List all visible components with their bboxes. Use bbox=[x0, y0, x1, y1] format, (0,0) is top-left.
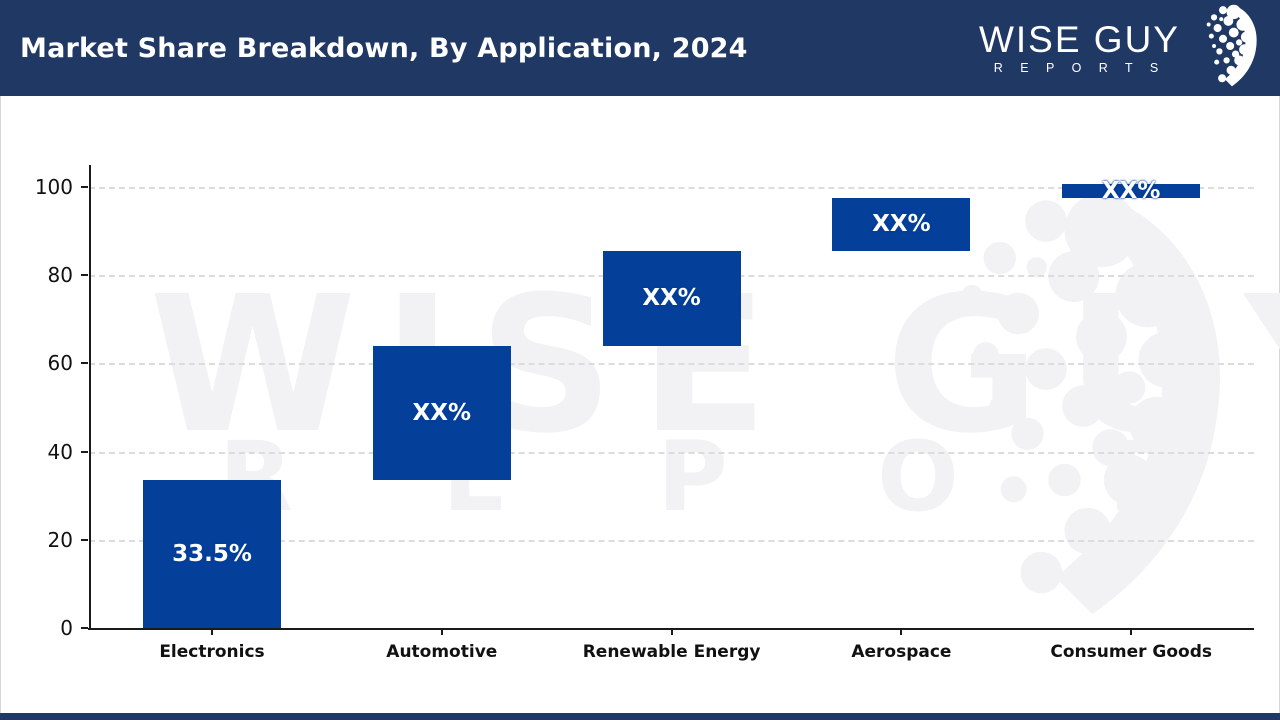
y-tick-80 bbox=[81, 274, 88, 277]
chart-area: WISE GUY R E P O R T S 33.5%XX%XX%XX%XX%… bbox=[0, 96, 1280, 714]
bar-aerospace bbox=[832, 198, 971, 251]
gridline-20 bbox=[89, 539, 1254, 542]
header-band: Market Share Breakdown, By Application, … bbox=[0, 0, 1280, 96]
bar-label-renewable-energy: XX% bbox=[642, 285, 701, 312]
x-tick-3 bbox=[900, 628, 903, 635]
y-tick-0 bbox=[81, 627, 88, 629]
bar-consumer-goods bbox=[1062, 184, 1201, 199]
x-tick-1 bbox=[440, 628, 443, 635]
x-tick-0 bbox=[211, 628, 213, 635]
gridline-40 bbox=[89, 451, 1254, 454]
x-tick-label-1: Automotive bbox=[386, 642, 498, 662]
bar-label-consumer-goods: XX% bbox=[1101, 178, 1161, 205]
bar-label-automotive: XX% bbox=[412, 400, 472, 426]
footer-band bbox=[0, 713, 1280, 720]
x-tick-4 bbox=[1130, 628, 1133, 635]
y-tick-40 bbox=[81, 450, 88, 453]
bar-renewable-energy bbox=[602, 250, 741, 346]
x-tick-2 bbox=[670, 628, 673, 635]
x-tick-label-4: Consumer Goods bbox=[1050, 642, 1212, 662]
y-tick-100 bbox=[81, 186, 88, 188]
bar-electronics bbox=[143, 480, 281, 628]
y-tick-label-40: 40 bbox=[47, 439, 73, 464]
wiseguy-logo: WISE GUY R E P O R T S bbox=[979, 3, 1260, 93]
y-tick-label-100: 100 bbox=[34, 175, 73, 199]
y-tick-label-80: 80 bbox=[47, 263, 73, 288]
logo-wordmark: WISE GUY bbox=[978, 19, 1180, 61]
page-title: Market Share Breakdown, By Application, … bbox=[20, 32, 748, 64]
y-tick-label-0: 0 bbox=[60, 616, 73, 640]
x-tick-label-0: Electronics bbox=[159, 642, 265, 662]
logo-subtitle: R E P O R T S bbox=[993, 61, 1166, 76]
y-tick-60 bbox=[81, 362, 88, 365]
y-tick-label-60: 60 bbox=[47, 351, 73, 376]
x-tick-label-3: Aerospace bbox=[851, 642, 952, 662]
y-tick-label-20: 20 bbox=[47, 527, 73, 552]
y-axis-line bbox=[89, 165, 91, 628]
gridline-100 bbox=[89, 187, 1254, 189]
watermark-face-icon bbox=[861, 176, 1231, 640]
bar-automotive bbox=[372, 345, 511, 481]
x-tick-label-2: Renewable Energy bbox=[582, 642, 761, 662]
dotted-face-icon bbox=[1186, 3, 1260, 93]
bar-label-electronics: 33.5% bbox=[172, 541, 252, 568]
gridline-60 bbox=[89, 363, 1254, 366]
y-tick-20 bbox=[81, 538, 88, 541]
wiseguy-logo-text: WISE GUY R E P O R T S bbox=[979, 21, 1180, 75]
bar-label-aerospace: XX% bbox=[872, 211, 931, 238]
